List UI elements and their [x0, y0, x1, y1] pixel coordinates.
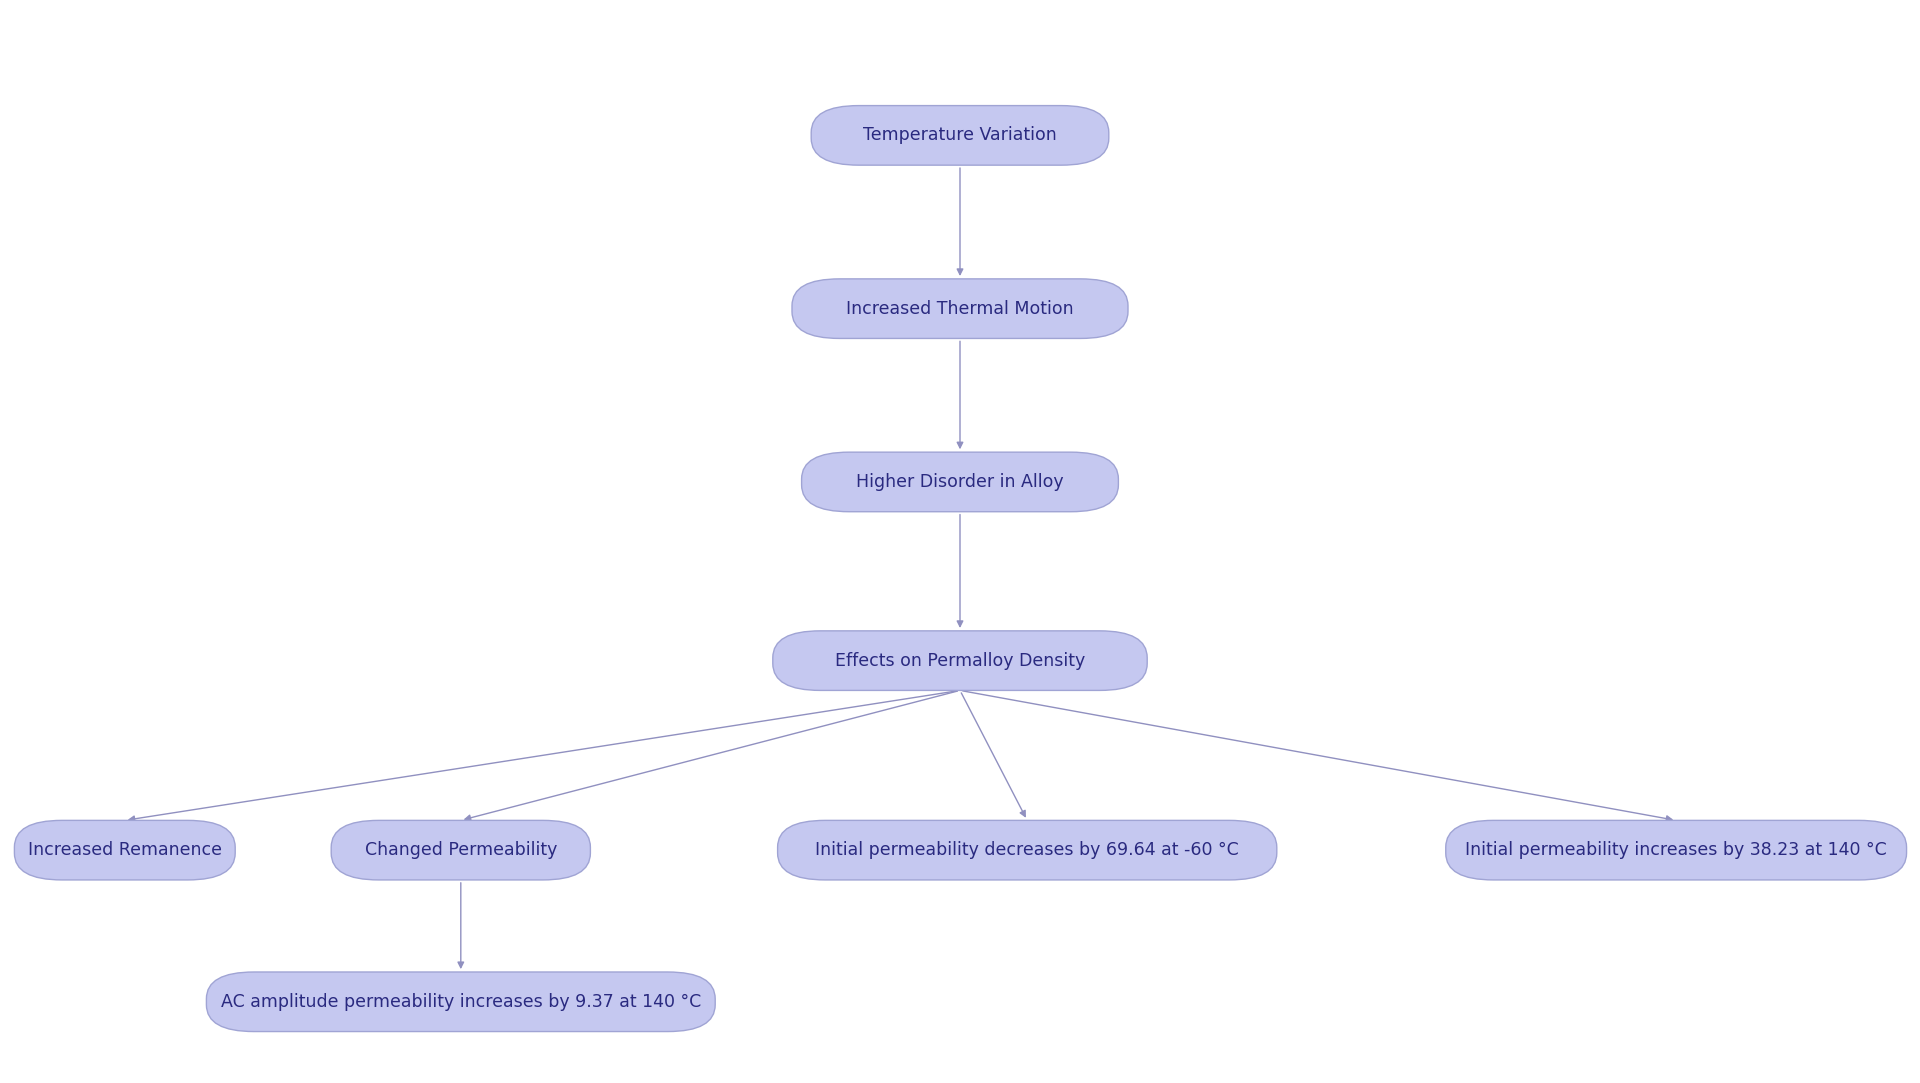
Text: AC amplitude permeability increases by 9.37 at 140 °C: AC amplitude permeability increases by 9… [221, 993, 701, 1010]
FancyBboxPatch shape [801, 452, 1117, 511]
FancyBboxPatch shape [205, 973, 714, 1031]
Text: Initial permeability decreases by 69.64 at -60 °C: Initial permeability decreases by 69.64 … [816, 841, 1238, 859]
Text: Effects on Permalloy Density: Effects on Permalloy Density [835, 652, 1085, 669]
Text: Increased Thermal Motion: Increased Thermal Motion [847, 300, 1073, 317]
Text: Increased Remanence: Increased Remanence [27, 841, 223, 859]
FancyBboxPatch shape [778, 821, 1277, 879]
FancyBboxPatch shape [810, 105, 1110, 165]
Text: Changed Permeability: Changed Permeability [365, 841, 557, 859]
FancyBboxPatch shape [791, 278, 1127, 338]
Text: Higher Disorder in Alloy: Higher Disorder in Alloy [856, 473, 1064, 491]
FancyBboxPatch shape [1446, 821, 1907, 879]
Text: Initial permeability increases by 38.23 at 140 °C: Initial permeability increases by 38.23 … [1465, 841, 1887, 859]
FancyBboxPatch shape [330, 821, 591, 879]
FancyBboxPatch shape [772, 630, 1146, 691]
FancyBboxPatch shape [13, 821, 234, 879]
Text: Temperature Variation: Temperature Variation [864, 127, 1056, 144]
